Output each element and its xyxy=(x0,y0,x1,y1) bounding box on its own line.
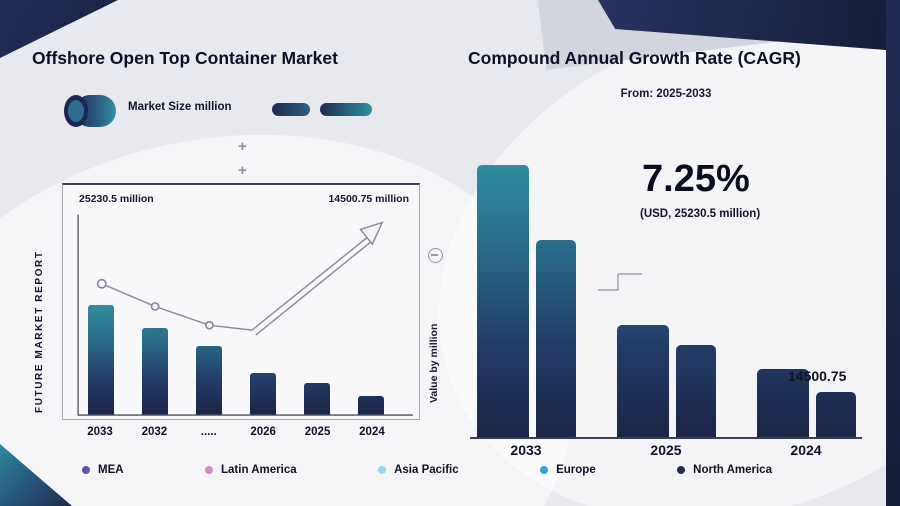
trend-arrow-graphic xyxy=(77,214,413,416)
market-size-chart: 25230.5 million 14500.75 million xyxy=(62,183,420,420)
cylinder-icon xyxy=(62,92,118,135)
right-x-label: 2025 xyxy=(650,442,682,458)
right-x-label: 2024 xyxy=(790,442,822,458)
pill-navy xyxy=(272,103,310,116)
cagr-period: From: 2025-2033 xyxy=(620,88,712,100)
cagr-bar-2033-bar-a xyxy=(476,165,529,437)
value-axis-label: Value by million xyxy=(428,323,440,403)
market-size-bar-2026 xyxy=(250,373,276,415)
circle-minus-icon xyxy=(428,248,443,263)
left-x-label: 2032 xyxy=(141,426,168,438)
left-bar-slot xyxy=(189,300,229,415)
future-market-report-watermark: FUTURE MARKET REPORT xyxy=(34,250,45,413)
step-line-icon xyxy=(598,273,642,291)
left-bar-slot xyxy=(135,300,175,415)
legend-dot xyxy=(205,466,213,474)
cagr-bar-2025-bar-a xyxy=(616,325,669,437)
plus-decor: + xyxy=(238,162,247,179)
left-bar-slot xyxy=(243,300,283,415)
legend-dot xyxy=(82,466,90,474)
legend-dot xyxy=(677,466,686,474)
value-2024-label: 14500.75 xyxy=(788,368,847,384)
region-legend: MEA Latin America Asia Pacific Europe North … xyxy=(82,464,772,476)
market-size-bar-2024 xyxy=(358,396,384,415)
legend-label: Asia Pacific xyxy=(394,464,459,476)
right-x-label: 2033 xyxy=(510,442,542,458)
edge-strip-right xyxy=(886,0,900,506)
cagr-bar-2025-bar-b xyxy=(675,345,716,437)
cagr-title: Compound Annual Growth Rate (CAGR) xyxy=(468,48,801,68)
legend-label: Europe xyxy=(556,464,596,476)
cagr-bar-group-2025 xyxy=(610,152,722,437)
legend-item-north-america: North America xyxy=(677,464,772,476)
cagr-bar-2024-bar-b xyxy=(815,392,856,437)
market-size-2024-value: 14500.75 million xyxy=(328,193,409,205)
left-x-label: 2024 xyxy=(359,426,385,438)
legend-label: MEA xyxy=(98,464,124,476)
market-size-2033-value: 25230.5 million xyxy=(79,193,154,205)
legend-label: North America xyxy=(693,464,772,476)
left-x-label: 2025 xyxy=(304,426,331,438)
legend-item-latin-america: Latin America xyxy=(205,464,297,476)
pill-decor xyxy=(272,103,372,116)
market-size-bar-2032 xyxy=(142,328,168,415)
cagr-bar-2033-bar-b xyxy=(535,240,576,437)
market-size-bar-2033 xyxy=(88,305,114,415)
plus-decor: + xyxy=(238,138,247,155)
cagr-usd-note: (USD, 25230.5 million) xyxy=(640,208,761,220)
left-bar-slot xyxy=(297,300,337,415)
cagr-bar-group-2024 xyxy=(750,152,862,437)
left-x-label: 2026 xyxy=(250,426,276,438)
market-size-bars xyxy=(81,300,391,415)
left-bar-slot xyxy=(81,300,121,415)
market-size-bar-2025 xyxy=(304,383,330,415)
legend-dot xyxy=(378,466,387,474)
legend-item-asia-pacific: Asia Pacific xyxy=(378,464,459,476)
cagr-bar-2024-bar-a xyxy=(756,369,809,437)
left-chart-title: Offshore Open Top Container Market xyxy=(32,48,338,68)
legend-dot xyxy=(540,466,549,474)
cagr-bar-chart xyxy=(470,152,862,437)
legend-label: Latin America xyxy=(221,464,297,476)
legend-item-mea: MEA xyxy=(82,464,124,476)
legend-item-europe: Europe xyxy=(540,464,596,476)
left-bar-slot xyxy=(351,300,391,415)
right-x-axis: 2033 2025 2024 xyxy=(470,442,862,458)
cagr-percent: 7.25% xyxy=(642,158,750,200)
left-x-label: 2033 xyxy=(87,426,113,438)
cagr-bar-group-2033 xyxy=(470,152,582,437)
pill-teal xyxy=(320,103,372,116)
cagr-chart-baseline xyxy=(470,437,862,439)
left-x-label: ..... xyxy=(200,426,217,438)
market-size-bar-..... xyxy=(196,346,222,415)
left-x-axis: 2033 2032..... 2026 2025 2024 xyxy=(80,426,392,438)
market-size-legend-label: Market Size million xyxy=(128,101,232,113)
